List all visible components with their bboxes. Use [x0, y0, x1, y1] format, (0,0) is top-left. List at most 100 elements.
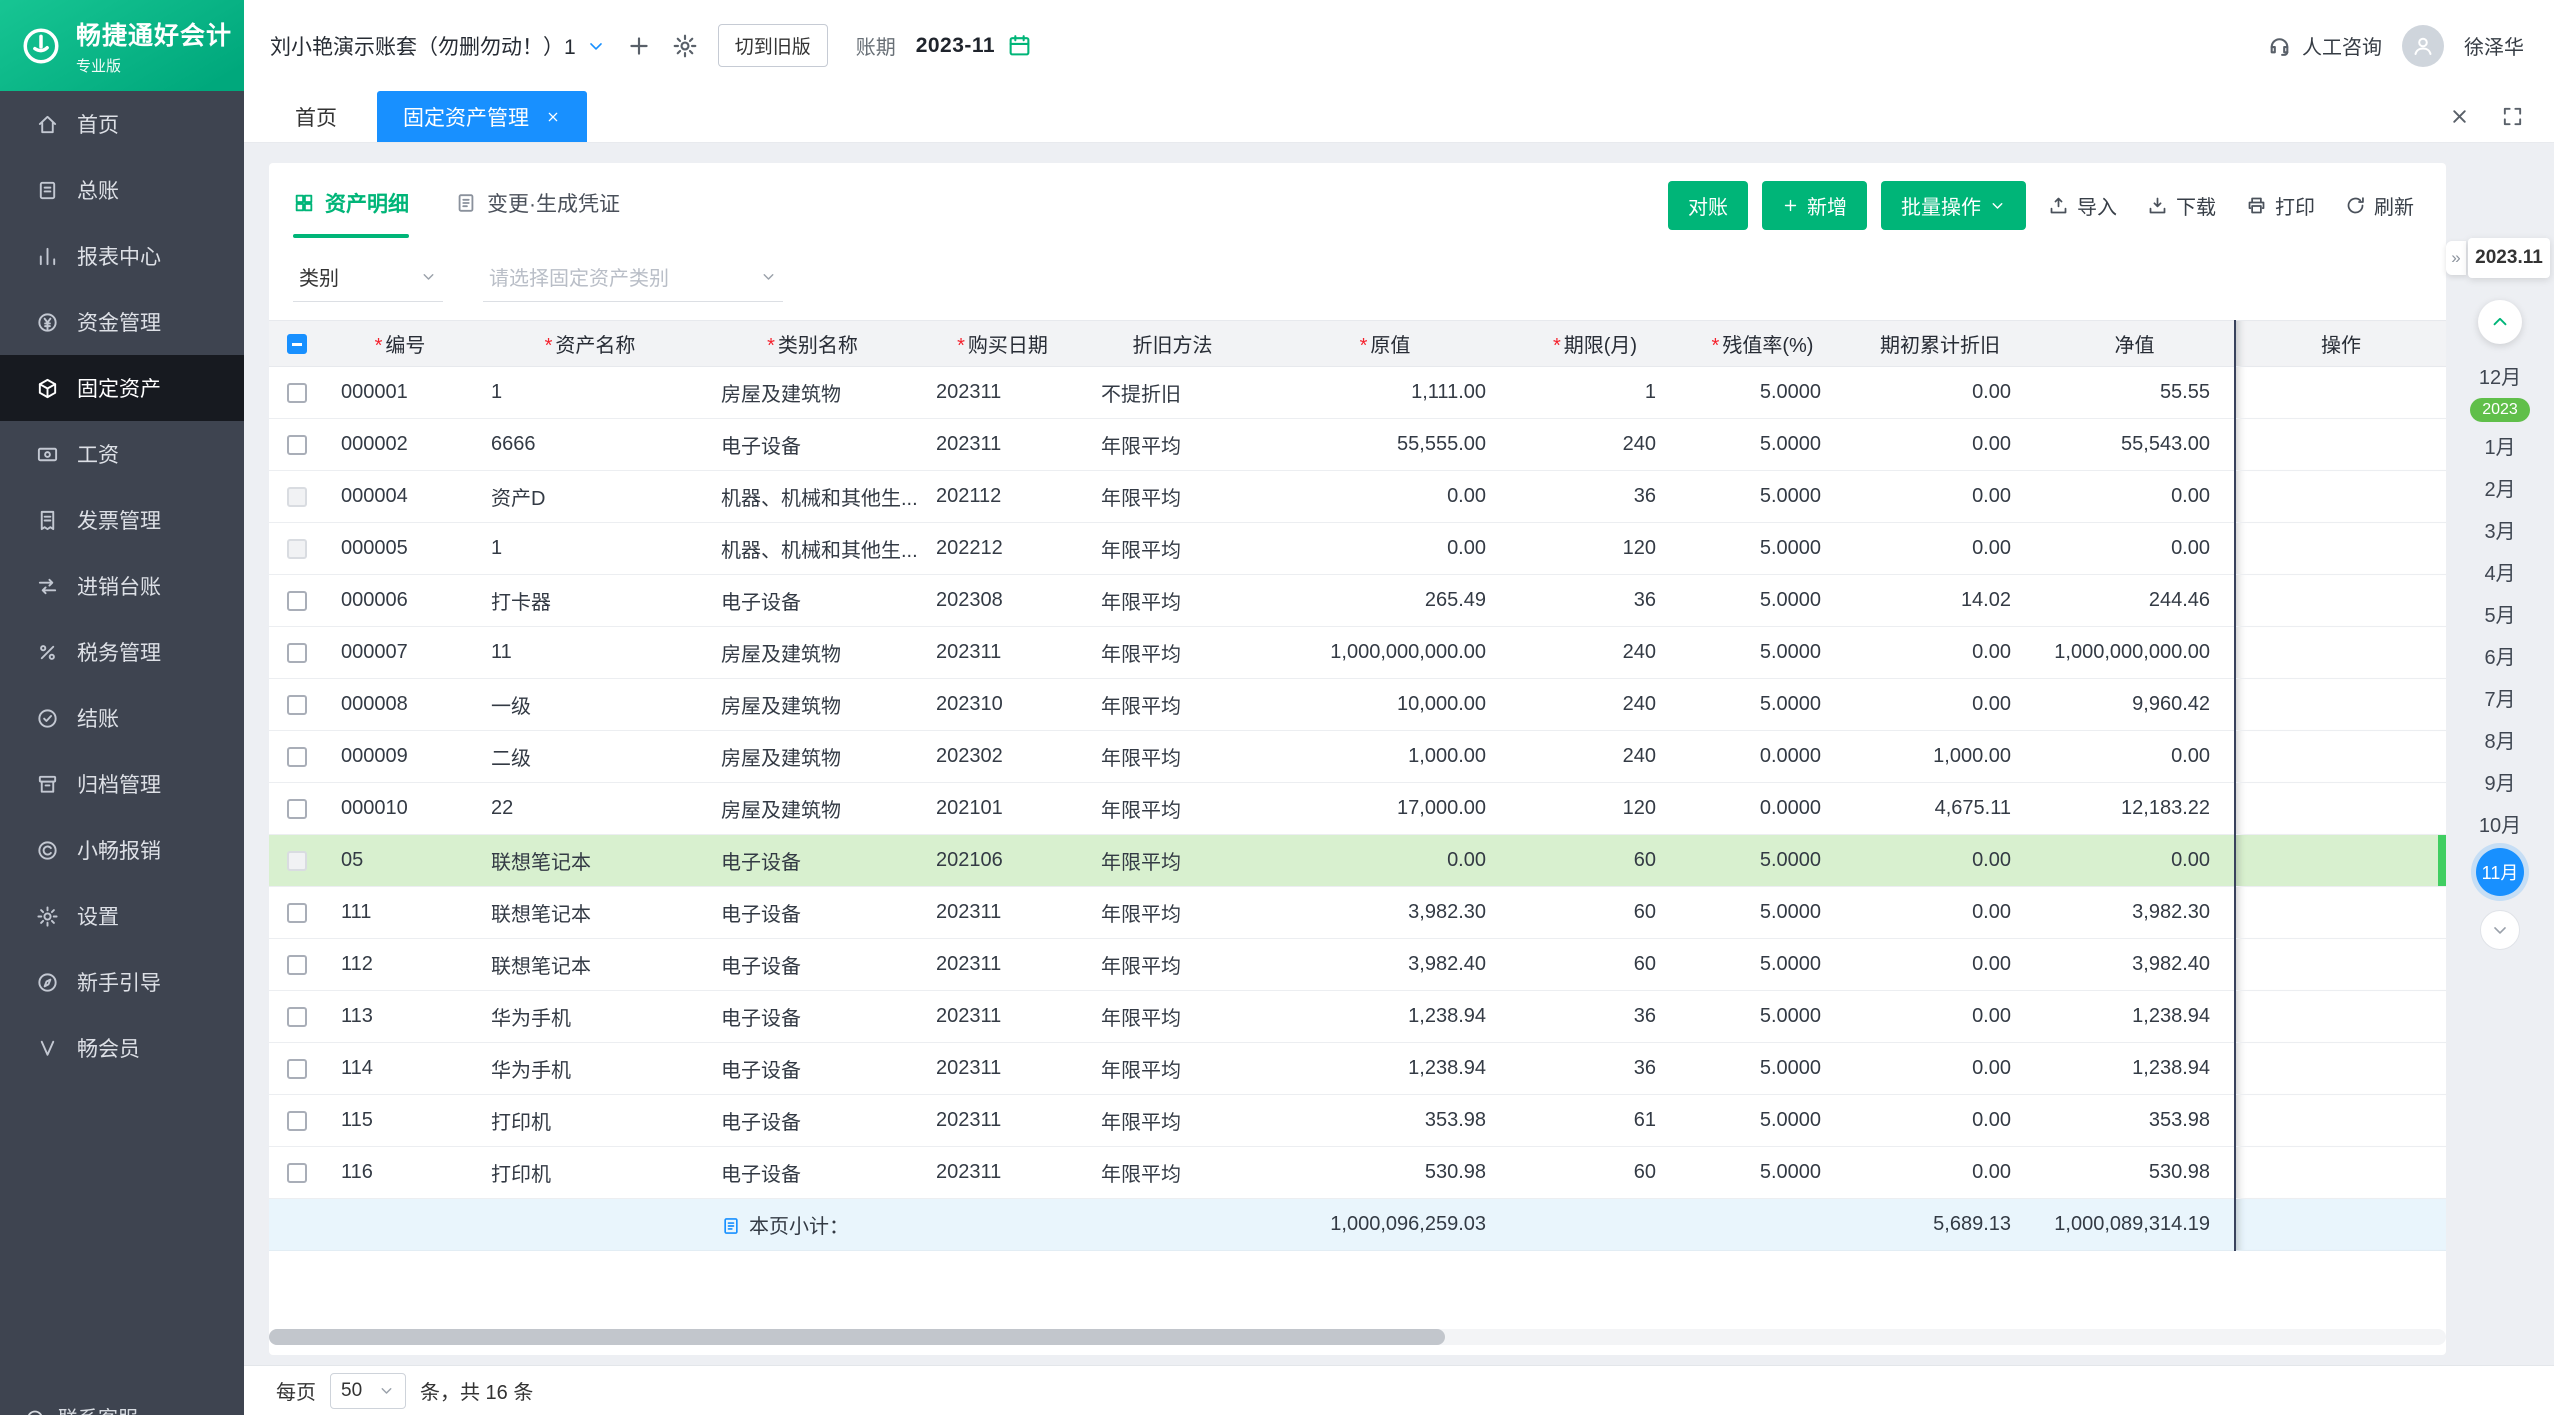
close-all-tabs-icon[interactable] [2448, 105, 2471, 128]
print-button[interactable]: 打印 [2238, 183, 2323, 228]
sidebar-item-assets[interactable]: 固定资产 [0, 355, 244, 421]
scrollbar-thumb[interactable] [269, 1329, 1445, 1345]
add-asset-button[interactable]: 新增 [1762, 181, 1867, 230]
cell-date: 202311 [920, 1094, 1085, 1147]
table-row[interactable]: 113 华为手机 电子设备 202311 年限平均 1,238.94 36 5.0000 0.0… [269, 990, 2446, 1043]
sidebar-item-settings[interactable]: 设置 [0, 883, 244, 949]
avatar[interactable] [2402, 24, 2444, 67]
close-tab-icon[interactable] [545, 109, 561, 125]
page-size-select[interactable]: 50 [330, 1372, 406, 1409]
month-item[interactable]: 6月 [2484, 646, 2516, 669]
subtab-asset-detail[interactable]: 资产明细 [293, 188, 409, 238]
table-row[interactable]: 112 联想笔记本 电子设备 202311 年限平均 3,982.40 60 5.0000 0.… [269, 938, 2446, 991]
sidebar-item-home[interactable]: 首页 [0, 91, 244, 157]
sidebar-item-trade[interactable]: 进销台账 [0, 553, 244, 619]
row-checkbox[interactable] [287, 746, 307, 767]
table-row[interactable]: 115 打印机 电子设备 202311 年限平均 353.98 61 5.0000 0.00 35… [269, 1094, 2446, 1147]
table-row[interactable]: 116 打印机 电子设备 202311 年限平均 530.98 60 5.0000 0.00 53… [269, 1146, 2446, 1199]
cell-id: 05 [325, 834, 475, 887]
row-checkbox[interactable] [287, 954, 307, 975]
horizontal-scrollbar[interactable] [269, 1329, 2446, 1345]
support-button[interactable]: 人工咨询 [2267, 31, 2382, 60]
sidebar-item-invoice[interactable]: 发票管理 [0, 487, 244, 553]
month-item[interactable]: 10月 [2478, 814, 2522, 837]
tab-home[interactable]: 首页 [295, 106, 337, 130]
table-row[interactable]: 000001 1 房屋及建筑物 202311 不提折旧 1,111.00 1 5.0000 0.… [269, 366, 2446, 419]
row-checkbox[interactable] [287, 642, 307, 663]
import-button[interactable]: 导入 [2040, 183, 2125, 228]
row-actions [2234, 834, 2446, 887]
table-row[interactable]: 000002 6666 电子设备 202311 年限平均 55,555.00 240 5.00… [269, 418, 2446, 471]
sidebar-item-tax[interactable]: 税务管理 [0, 619, 244, 685]
refresh-button[interactable]: 刷新 [2337, 183, 2422, 228]
cell-method: 年限平均 [1085, 1042, 1260, 1095]
month-item[interactable]: 7月 [2484, 688, 2516, 711]
table-row[interactable]: 05 联想笔记本 电子设备 202106 年限平均 0.00 60 5.0000 0.00 0.0… [269, 834, 2446, 887]
row-actions [2234, 990, 2446, 1043]
row-checkbox[interactable] [287, 694, 307, 715]
sidebar-item-guide[interactable]: 新手引导 [0, 949, 244, 1015]
row-checkbox[interactable] [287, 798, 307, 819]
month-item[interactable]: 11月 [2476, 848, 2524, 896]
table-row[interactable]: 000007 11 房屋及建筑物 202311 年限平均 1,000,000,000.00… [269, 626, 2446, 679]
table-row[interactable]: 000004 资产D 机器、机械和其他生... 202112 年限平均 0.00 36 5.0… [269, 470, 2446, 523]
month-item[interactable]: 5月 [2484, 604, 2516, 627]
month-item[interactable]: 4月 [2484, 562, 2516, 585]
table-row[interactable]: 000010 22 房屋及建筑物 202101 年限平均 17,000.00 120 0.00… [269, 782, 2446, 835]
cell-accum: 0.00 [1845, 1094, 2035, 1147]
batch-actions-button[interactable]: 批量操作 [1881, 181, 2026, 230]
table-row[interactable]: 000005 1 机器、机械和其他生... 202212 年限平均 0.00 120 5.00… [269, 522, 2446, 575]
row-checkbox[interactable] [287, 1162, 307, 1183]
cell-date: 202311 [920, 990, 1085, 1043]
row-checkbox[interactable] [287, 382, 307, 403]
category-type-select[interactable]: 类别 [293, 252, 443, 302]
plus-icon [1782, 197, 1799, 214]
sidebar-item-payroll[interactable]: 工资 [0, 421, 244, 487]
month-item[interactable]: 8月 [2484, 730, 2516, 753]
sidebar-item-reimburse[interactable]: 小畅报销 [0, 817, 244, 883]
sidebar-item-funds[interactable]: 资金管理 [0, 289, 244, 355]
sidebar-item-archive[interactable]: 归档管理 [0, 751, 244, 817]
gear-icon[interactable] [672, 33, 698, 59]
app-edition: 专业版 [76, 57, 122, 75]
period-value[interactable]: 2023-11 [915, 33, 996, 57]
row-checkbox[interactable] [287, 434, 307, 455]
month-item[interactable]: 9月 [2484, 772, 2516, 795]
month-item[interactable]: 12月 [2478, 366, 2522, 389]
select-all-checkbox[interactable] [287, 333, 307, 354]
month-item[interactable]: 2月 [2484, 478, 2516, 501]
download-button[interactable]: 下载 [2139, 183, 2224, 228]
table-row[interactable]: 000006 打卡器 电子设备 202308 年限平均 265.49 36 5.0000 14.… [269, 574, 2446, 627]
sidebar-item-support[interactable]: 联系客服 [0, 1402, 138, 1415]
switch-old-version-button[interactable]: 切到旧版 [717, 24, 828, 67]
fullscreen-icon[interactable] [2501, 105, 2524, 128]
table-row[interactable]: 000008 一级 房屋及建筑物 202310 年限平均 10,000.00 240 5.00… [269, 678, 2446, 731]
table-row[interactable]: 111 联想笔记本 电子设备 202311 年限平均 3,982.30 60 5.0000 0.… [269, 886, 2446, 939]
sidebar-item-reports[interactable]: 报表中心 [0, 223, 244, 289]
account-selector[interactable]: 刘小艳演示账套（勿删勿动！）1 [270, 31, 606, 61]
month-item[interactable]: 1月 [2484, 436, 2516, 459]
table-row[interactable]: 114 华为手机 电子设备 202311 年限平均 1,238.94 36 5.0000 0.0… [269, 1042, 2446, 1095]
subtab-change-voucher[interactable]: 变更·生成凭证 [455, 188, 620, 238]
cell-category: 电子设备 [705, 1146, 920, 1199]
month-item[interactable]: 3月 [2484, 520, 2516, 543]
asset-category-select[interactable]: 请选择固定资产类别 [483, 252, 783, 302]
row-checkbox[interactable] [287, 590, 307, 611]
add-account-icon[interactable] [626, 33, 652, 59]
table-row[interactable]: 000009 二级 房屋及建筑物 202302 年限平均 1,000.00 240 0.000… [269, 730, 2446, 783]
scroll-months-up-button[interactable] [2478, 300, 2522, 344]
sidebar-item-closing[interactable]: 结账 [0, 685, 244, 751]
sidebar-item-ledger[interactable]: 总账 [0, 157, 244, 223]
calendar-icon[interactable] [1007, 33, 1032, 58]
row-checkbox[interactable] [287, 1058, 307, 1079]
current-period[interactable]: 2023.11 [2468, 238, 2550, 278]
reconcile-button[interactable]: 对账 [1668, 181, 1748, 230]
row-checkbox[interactable] [287, 902, 307, 923]
tab-fixed-assets[interactable]: 固定资产管理 [377, 91, 587, 142]
scroll-months-down-button[interactable] [2480, 910, 2520, 950]
collapse-handle[interactable]: » [2446, 241, 2466, 275]
cell-residual: 5.0000 [1680, 574, 1845, 627]
row-checkbox[interactable] [287, 1006, 307, 1027]
sidebar-item-member[interactable]: 畅会员 [0, 1015, 244, 1081]
row-checkbox[interactable] [287, 1110, 307, 1131]
